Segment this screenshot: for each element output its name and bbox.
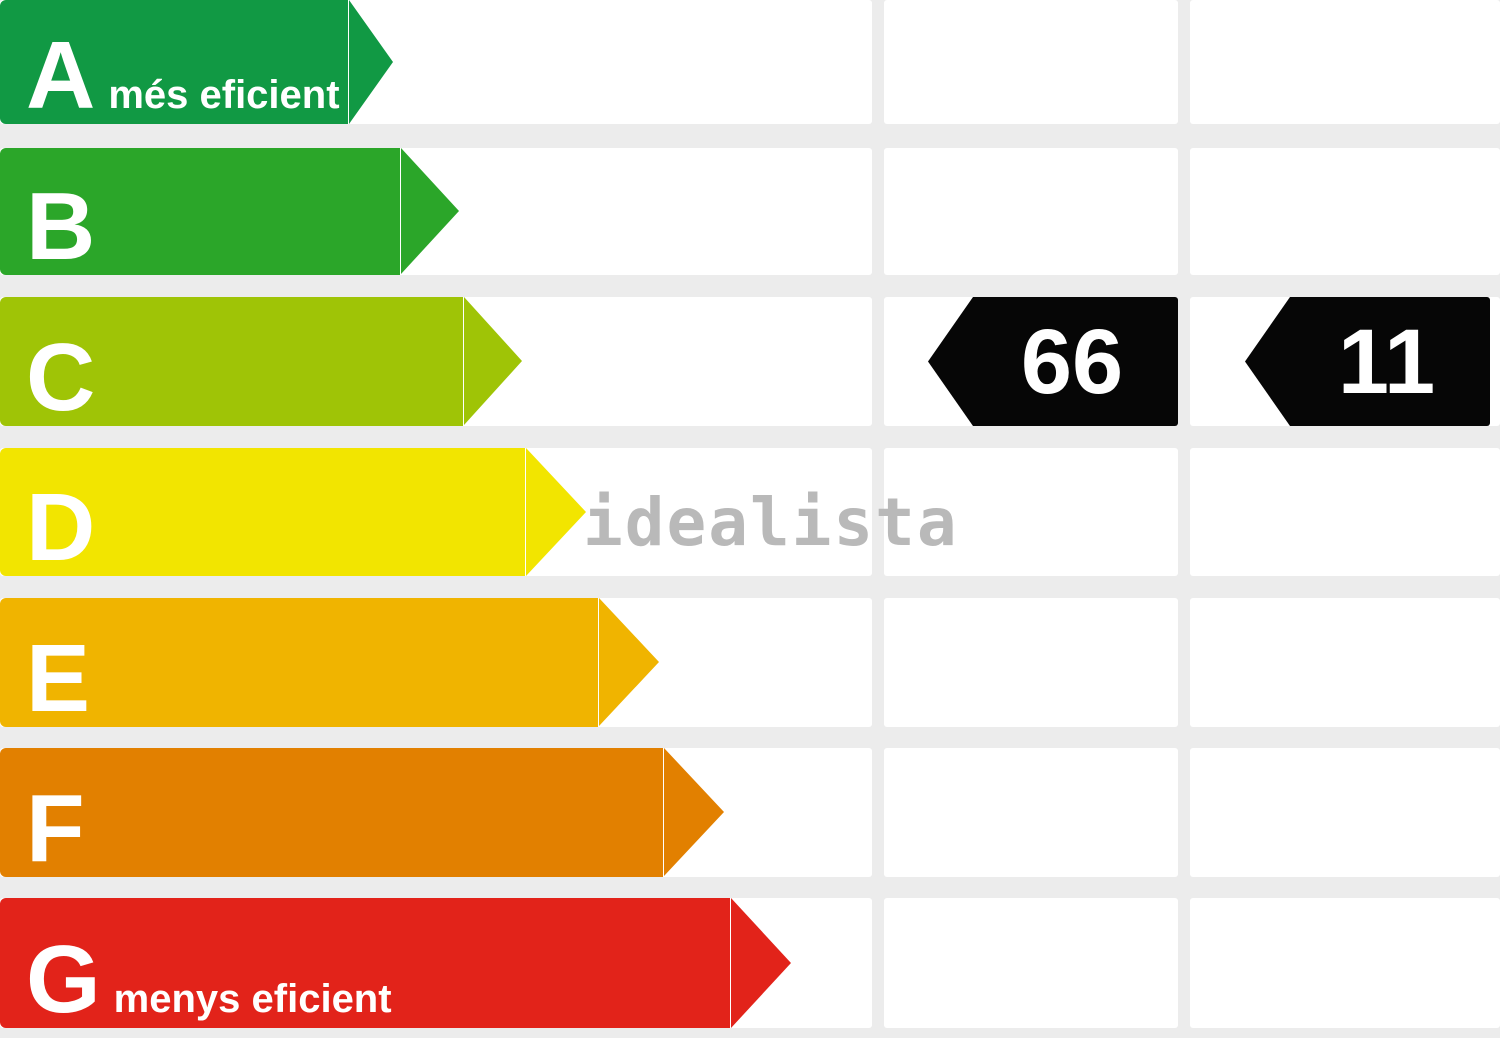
bar-arrow-tip — [664, 748, 724, 876]
bar-label-group: E — [0, 625, 90, 733]
rating-bar-f: F — [0, 748, 724, 883]
row-cell-column-3 — [1190, 148, 1500, 275]
grade-letter-f: F — [26, 775, 85, 883]
row-cell-column-2 — [884, 598, 1178, 727]
badge-value-text: 66 — [1020, 310, 1124, 413]
bar-body — [0, 148, 400, 275]
badge-arrow-shape — [928, 297, 1178, 426]
grade-letter-e: E — [26, 625, 90, 733]
row-cell-column-2 — [884, 448, 1178, 576]
rating-row-b: B — [0, 148, 1500, 275]
bar-body — [0, 898, 730, 1028]
bar-label-group: B — [0, 173, 95, 281]
grade-letter-d: D — [26, 474, 95, 582]
bar-arrow-tip — [401, 148, 459, 274]
row-cell-column-3 — [1190, 0, 1500, 124]
rating-row-e: E — [0, 598, 1500, 727]
rating-bar-d: D — [0, 448, 586, 582]
grade-letter-g: G — [26, 926, 101, 1034]
rating-row-d: D — [0, 448, 1500, 576]
bar-body — [0, 448, 525, 576]
row-cell-column-3 — [1190, 448, 1500, 576]
rating-row-c: C 66 11 — [0, 297, 1500, 426]
badge-value-text: 11 — [1337, 310, 1436, 413]
rating-bar-e: E — [0, 598, 659, 733]
bar-arrow-tip — [731, 898, 791, 1028]
row-cell-column-3 — [1190, 898, 1500, 1028]
row-cell-column-2 — [884, 148, 1178, 275]
efficiency-caption: menys eficient — [113, 977, 392, 1022]
grade-letter-c: C — [26, 324, 95, 432]
row-cell-column-2 — [884, 0, 1178, 124]
efficiency-caption: més eficient — [108, 73, 340, 118]
bar-arrow-tip — [526, 448, 586, 576]
bar-arrow-tip — [599, 598, 659, 726]
row-cell-column-2 — [884, 748, 1178, 877]
bar-body — [0, 297, 463, 426]
row-cell-column-3 — [1190, 748, 1500, 877]
badge-arrow-shape — [1245, 297, 1490, 426]
grade-letter-a: A — [26, 22, 95, 130]
row-cell-column-2 — [884, 898, 1178, 1028]
rating-bar-b: B — [0, 148, 459, 281]
rating-bar-c: C — [0, 297, 522, 432]
rating-row-f: F — [0, 748, 1500, 877]
value-badge-column-3: 11 — [1245, 297, 1490, 426]
bar-arrow-tip — [464, 297, 522, 425]
value-badge-column-2: 66 — [928, 297, 1178, 426]
bar-body — [0, 598, 598, 727]
bar-body — [0, 0, 348, 124]
row-cell-column-3 — [1190, 598, 1500, 727]
bar-arrow-tip — [349, 0, 393, 124]
grade-letter-b: B — [26, 173, 95, 281]
bar-label-group: D — [0, 474, 95, 582]
bar-label-group: F — [0, 775, 85, 883]
bar-body — [0, 748, 663, 877]
bar-label-group: C — [0, 324, 95, 432]
